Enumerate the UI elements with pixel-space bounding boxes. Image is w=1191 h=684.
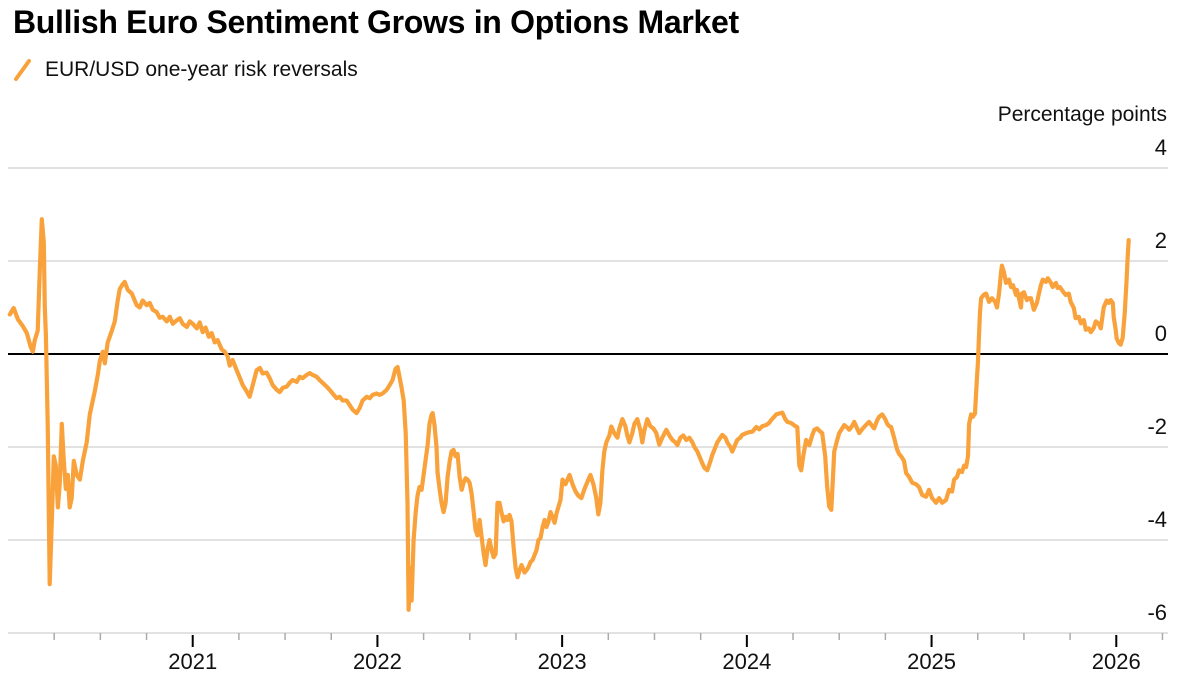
series-line-eur-usd-risk-reversals	[7, 217, 1131, 612]
y-axis-unit-label: Percentage points	[997, 103, 1167, 126]
y-tick-label-0: 0	[1155, 321, 1167, 346]
legend: EUR/USD one-year risk reversals	[13, 58, 358, 82]
x-tick-label-2021: 2021	[168, 649, 217, 674]
series-swatch-icon	[14, 59, 31, 81]
y-tick-label--4: -4	[1147, 507, 1167, 532]
y-tick-label--2: -2	[1147, 414, 1167, 439]
x-tick-label-2023: 2023	[538, 649, 587, 674]
x-tick-label-2026: 2026	[1092, 649, 1141, 674]
chart-title: Bullish Euro Sentiment Grows in Options …	[13, 4, 739, 40]
y-tick-label-4: 4	[1155, 135, 1167, 160]
x-tick-label-2022: 2022	[353, 649, 402, 674]
y-tick-label-2: 2	[1155, 228, 1167, 253]
x-tick-label-2025: 2025	[907, 649, 956, 674]
x-tick-label-2024: 2024	[722, 649, 771, 674]
y-tick-label--6: -6	[1147, 600, 1167, 625]
legend-series-label: EUR/USD one-year risk reversals	[45, 58, 358, 81]
diagonal-line-icon	[14, 59, 31, 81]
